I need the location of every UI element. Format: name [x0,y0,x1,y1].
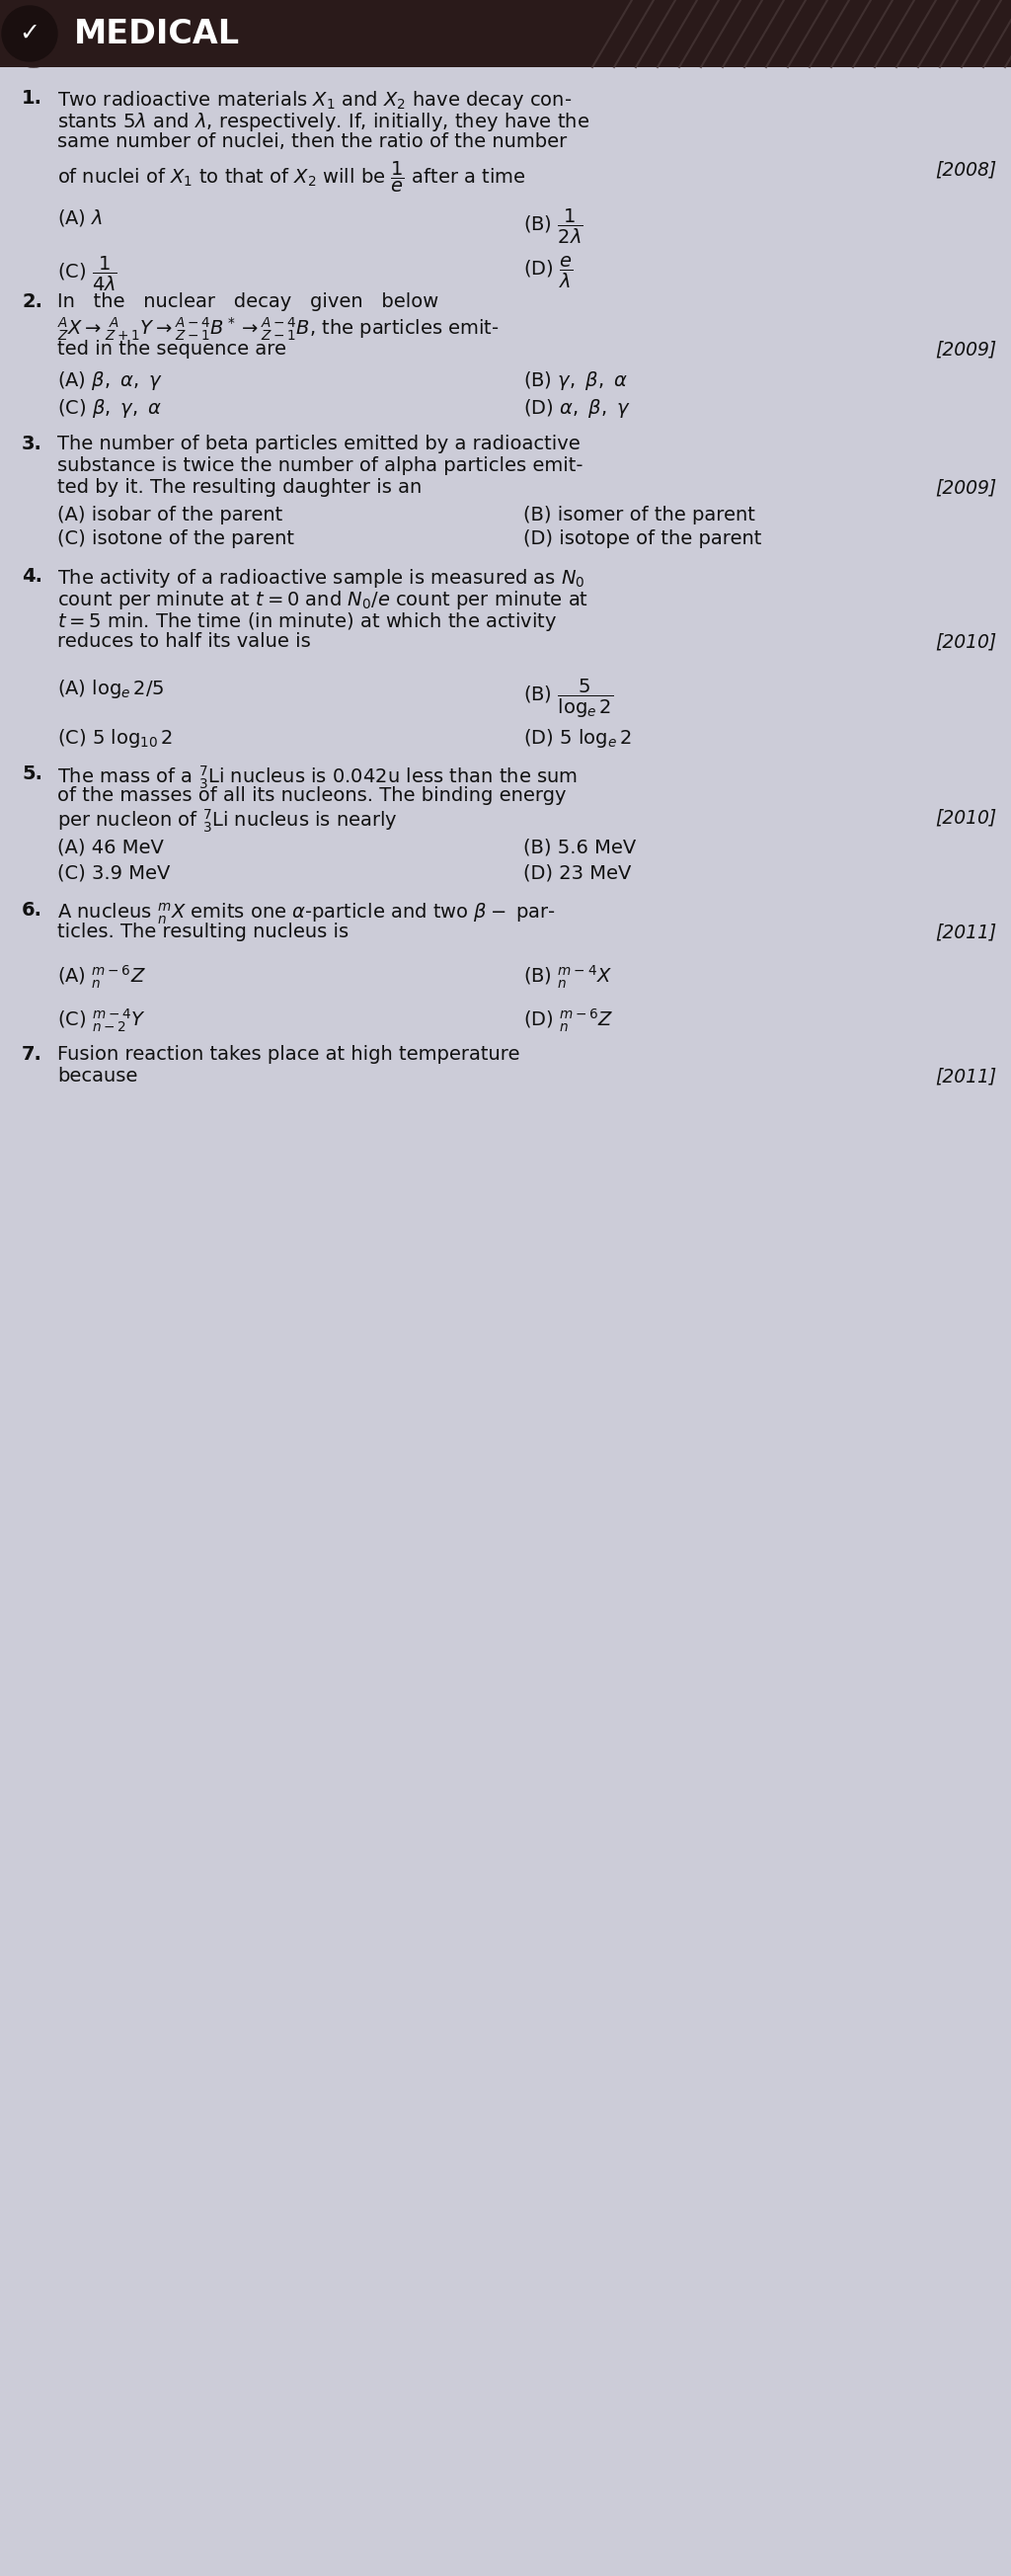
Text: [2011]: [2011] [936,922,997,940]
Text: $t = 5$ min. The time (in minute) at which the activity: $t = 5$ min. The time (in minute) at whi… [58,611,557,634]
Text: (C) 3.9 MeV: (C) 3.9 MeV [58,863,170,881]
Text: (D) isotope of the parent: (D) isotope of the parent [524,531,761,549]
Text: (B) 5.6 MeV: (B) 5.6 MeV [524,837,636,855]
Text: The activity of a radioactive sample is measured as $N_0$: The activity of a radioactive sample is … [58,567,585,590]
Text: (B) $^{m-4}_n X$: (B) $^{m-4}_n X$ [524,963,612,992]
Bar [0,0,1011,67]
Text: (C) $5\ \log_{10} 2$: (C) $5\ \log_{10} 2$ [58,726,173,750]
Circle shape [0,0,67,67]
Text: ted in the sequence are: ted in the sequence are [58,340,286,358]
Text: (D) $\alpha,\ \beta,\ \gamma$: (D) $\alpha,\ \beta,\ \gamma$ [524,397,631,420]
Text: (D) $\dfrac{e}{\lambda}$: (D) $\dfrac{e}{\lambda}$ [524,255,573,291]
Text: [2009]: [2009] [936,340,997,358]
Text: ✓: ✓ [19,21,40,46]
Text: (A) $\lambda$: (A) $\lambda$ [58,209,103,229]
Text: (C) $^{m-4}_{n-2}Y$: (C) $^{m-4}_{n-2}Y$ [58,1007,146,1036]
Text: [2009]: [2009] [936,479,997,497]
Text: (C) $\dfrac{1}{4\lambda}$: (C) $\dfrac{1}{4\lambda}$ [58,255,117,294]
Text: of the masses of all its nucleons. The binding energy: of the masses of all its nucleons. The b… [58,786,566,804]
Text: MEDICAL: MEDICAL [74,18,240,49]
Text: stants $5\lambda$ and $\lambda$, respectively. If, initially, they have the: stants $5\lambda$ and $\lambda$, respect… [58,111,589,134]
Text: because: because [58,1066,137,1084]
Text: The number of beta particles emitted by a radioactive: The number of beta particles emitted by … [58,435,580,453]
Text: (B) isomer of the parent: (B) isomer of the parent [524,505,755,526]
Text: (A) $\log_e 2/5$: (A) $\log_e 2/5$ [58,677,165,701]
Text: 5.: 5. [21,765,42,783]
Text: Fusion reaction takes place at high temperature: Fusion reaction takes place at high temp… [58,1046,520,1064]
Text: (D) 23 MeV: (D) 23 MeV [524,863,631,881]
Text: reduces to half its value is: reduces to half its value is [58,631,310,652]
Text: (C) $\beta,\ \gamma,\ \alpha$: (C) $\beta,\ \gamma,\ \alpha$ [58,397,162,420]
Text: [2011]: [2011] [936,1066,997,1084]
Text: 7.: 7. [21,1046,42,1064]
Text: (D) $^{m-6}_n Z$: (D) $^{m-6}_n Z$ [524,1007,614,1036]
Text: $^A_ZX \rightarrow ^{\ A}_{Z+1}Y \rightarrow ^{A-4}_{Z-1}B^* \rightarrow ^{A-4}_: $^A_ZX \rightarrow ^{\ A}_{Z+1}Y \righta… [58,317,499,343]
Text: same number of nuclei, then the ratio of the number: same number of nuclei, then the ratio of… [58,131,567,152]
Text: [2010]: [2010] [936,809,997,827]
Text: Two radioactive materials $X_1$ and $X_2$ have decay con-: Two radioactive materials $X_1$ and $X_2… [58,90,572,111]
Text: (A) $\beta,\ \alpha,\ \gamma$: (A) $\beta,\ \alpha,\ \gamma$ [58,368,163,392]
Text: (A) isobar of the parent: (A) isobar of the parent [58,505,283,526]
Text: 4.: 4. [21,567,42,585]
Text: 2.: 2. [21,291,42,312]
Text: count per minute at $t = 0$ and $N_0/e$ count per minute at: count per minute at $t = 0$ and $N_0/e$ … [58,590,588,611]
Text: (B) $\dfrac{5}{\log_e 2}$: (B) $\dfrac{5}{\log_e 2}$ [524,677,614,721]
Text: (A) 46 MeV: (A) 46 MeV [58,837,164,855]
Text: substance is twice the number of alpha particles emit-: substance is twice the number of alpha p… [58,456,583,474]
Text: A nucleus $^m_nX$ emits one $\alpha$-particle and two $\beta-$ par-: A nucleus $^m_nX$ emits one $\alpha$-par… [58,902,556,925]
Text: ted by it. The resulting daughter is an: ted by it. The resulting daughter is an [58,479,422,497]
Text: (D) $5\ \log_e 2$: (D) $5\ \log_e 2$ [524,726,632,750]
Text: The mass of a $^7_3$Li nucleus is 0.042u less than the sum: The mass of a $^7_3$Li nucleus is 0.042u… [58,765,577,791]
Text: 1.: 1. [21,90,42,108]
Text: 3.: 3. [21,435,42,453]
Text: ticles. The resulting nucleus is: ticles. The resulting nucleus is [58,922,349,940]
Text: (A) $^{m-6}_n Z$: (A) $^{m-6}_n Z$ [58,963,146,992]
Text: per nucleon of $^7_3$Li nucleus is nearly: per nucleon of $^7_3$Li nucleus is nearl… [58,809,397,835]
Text: (B) $\dfrac{1}{2\lambda}$: (B) $\dfrac{1}{2\lambda}$ [524,209,583,247]
Text: 6.: 6. [21,902,42,920]
Circle shape [2,5,58,62]
Text: (C) isotone of the parent: (C) isotone of the parent [58,531,294,549]
Text: [2008]: [2008] [936,160,997,178]
Text: In   the   nuclear   decay   given   below: In the nuclear decay given below [58,291,439,312]
Text: [2010]: [2010] [936,631,997,652]
Text: (B) $\gamma,\ \beta,\ \alpha$: (B) $\gamma,\ \beta,\ \alpha$ [524,368,628,392]
Text: of nuclei of $X_1$ to that of $X_2$ will be $\dfrac{1}{e}$ after a time: of nuclei of $X_1$ to that of $X_2$ will… [58,160,526,196]
